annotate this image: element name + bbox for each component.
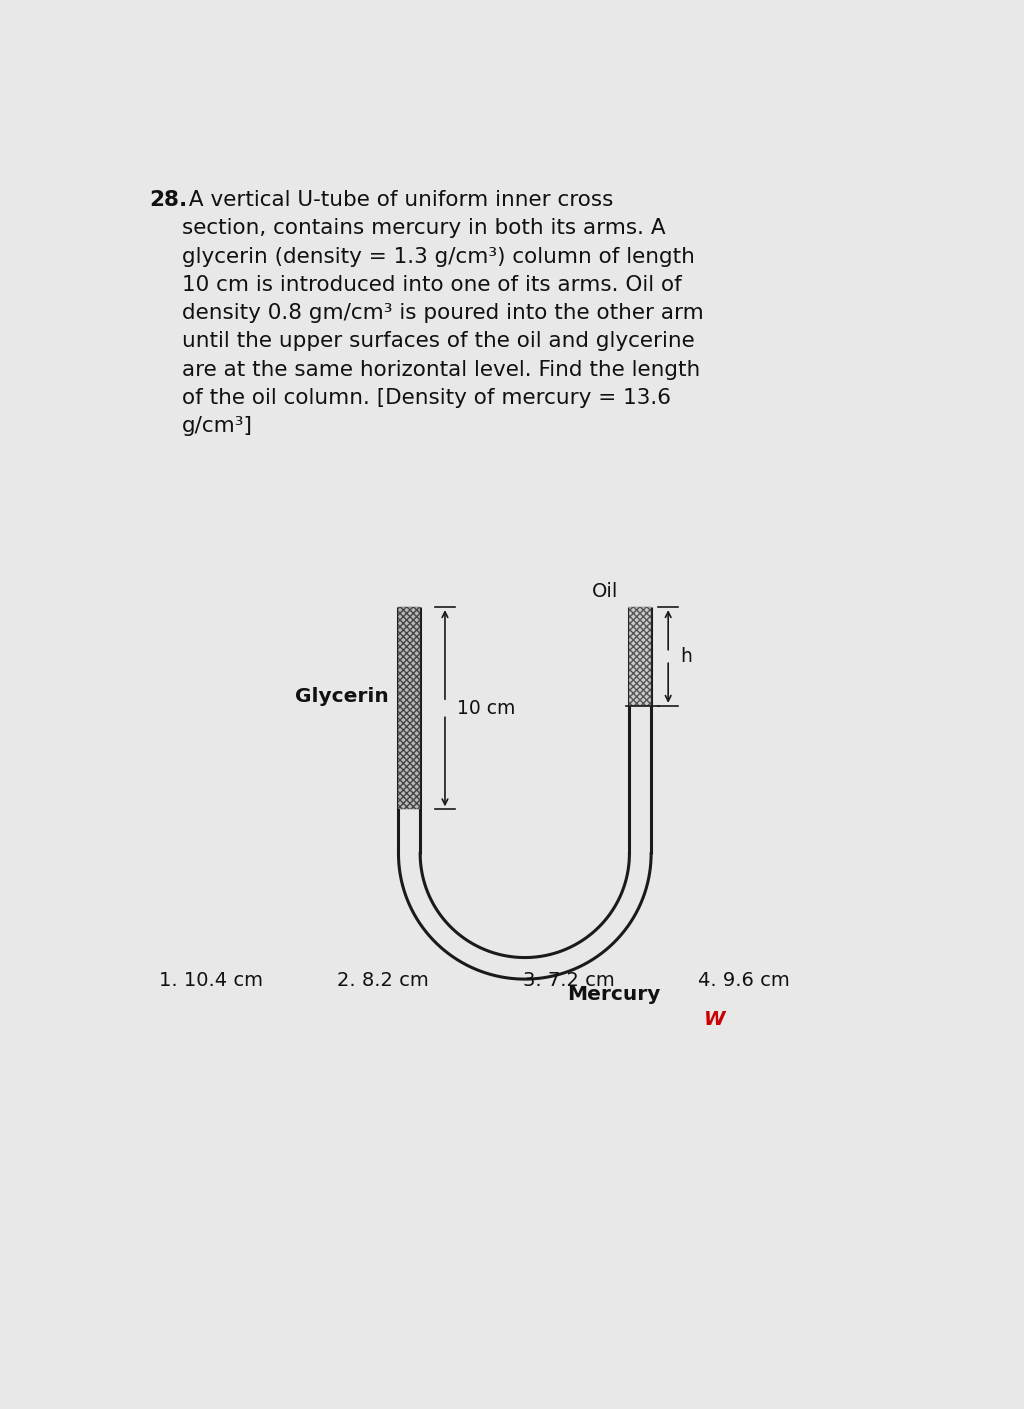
Text: W: W	[703, 1010, 725, 1029]
Text: 1. 10.4 cm: 1. 10.4 cm	[159, 971, 263, 991]
Text: A vertical U-tube of uniform inner cross
section, contains mercury in both its a: A vertical U-tube of uniform inner cross…	[182, 190, 705, 437]
Bar	[630, 607, 651, 706]
Bar	[398, 607, 420, 809]
Text: 4. 9.6 cm: 4. 9.6 cm	[697, 971, 790, 991]
Text: 2. 8.2 cm: 2. 8.2 cm	[337, 971, 429, 991]
Text: Glycerin: Glycerin	[296, 688, 389, 706]
Text: Oil: Oil	[592, 582, 617, 602]
Text: h: h	[680, 647, 691, 666]
Bar	[398, 607, 420, 809]
Text: 28.: 28.	[150, 190, 188, 210]
Text: Mercury: Mercury	[567, 985, 660, 1005]
Text: 3. 7.2 cm: 3. 7.2 cm	[523, 971, 615, 991]
Bar	[630, 607, 651, 706]
Text: 10 cm: 10 cm	[457, 699, 515, 717]
